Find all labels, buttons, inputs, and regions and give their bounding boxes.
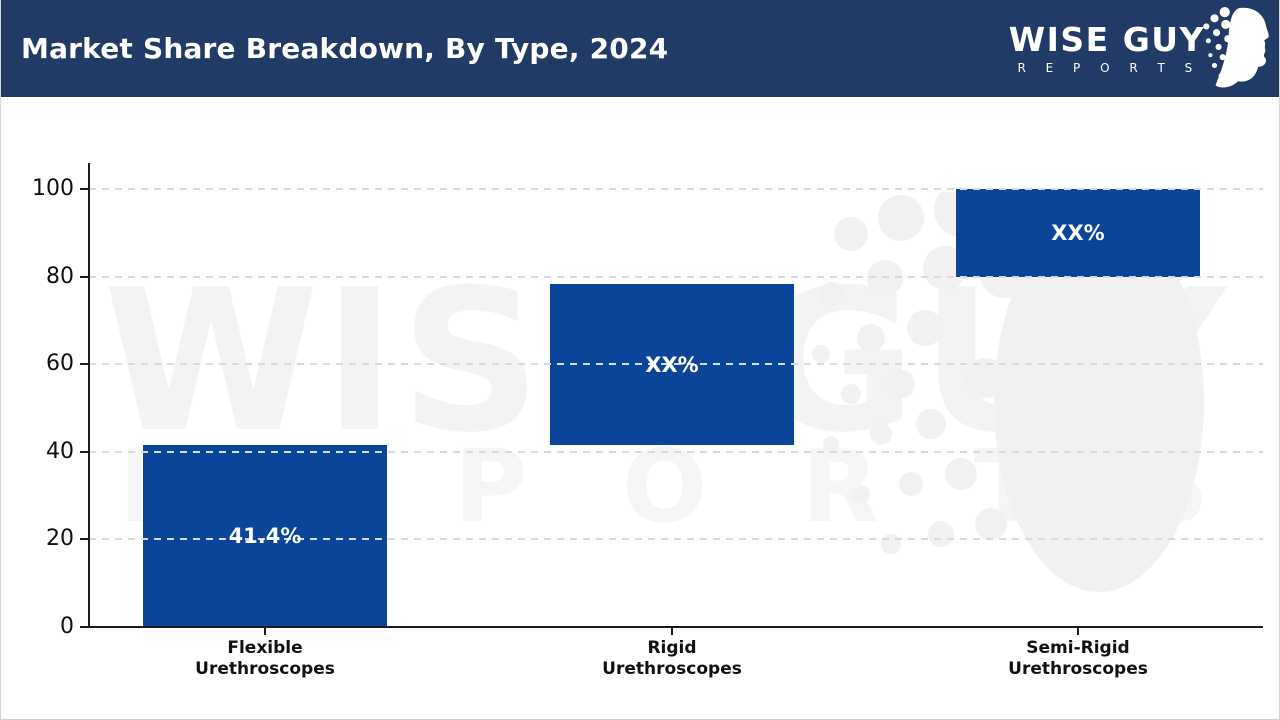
header: Market Share Breakdown, By Type, 2024 WI…	[1, 0, 1279, 97]
gridline-80	[89, 275, 1263, 278]
category-label-line: Urethroscopes	[1008, 658, 1148, 679]
y-axis-tick-80	[80, 275, 89, 278]
gridline-40	[89, 450, 1263, 453]
y-axis-tick-40	[80, 450, 89, 453]
brand-subtitle: R E P O R T S	[1017, 60, 1201, 75]
x-axis-category-label-0: Flexible Urethroscopes	[95, 638, 435, 680]
bar-value-label-1: XX%	[645, 352, 699, 377]
category-label-line: Urethroscopes	[195, 658, 335, 679]
x-axis-tick-0	[264, 628, 266, 635]
brand-logo: WISE GUY R E P O R T S	[1009, 6, 1273, 92]
bar-value-label-0: 41.4%	[228, 523, 302, 548]
gridline-60	[89, 363, 1263, 365]
category-label-line: Semi-Rigid	[1026, 637, 1130, 658]
category-label-line: Rigid	[647, 637, 697, 658]
gridline-20	[89, 538, 1263, 540]
x-axis-tick-2	[1077, 628, 1079, 635]
brand-head-icon	[1203, 6, 1269, 87]
x-axis-category-label-1: Rigid Urethroscopes	[502, 638, 842, 680]
y-axis-tick-label-40: 40	[46, 438, 74, 464]
brand-logo-text: WISE GUY R E P O R T S	[1009, 23, 1205, 75]
bar-value-label-2: XX%	[1051, 220, 1105, 245]
x-axis-category-label-2: Semi-Rigid Urethroscopes	[908, 638, 1248, 680]
bar-segment-2	[956, 189, 1200, 277]
y-axis-tick-20	[80, 538, 89, 540]
y-axis-tick-label-80: 80	[46, 263, 74, 289]
y-axis-tick-label-0: 0	[60, 613, 74, 639]
x-axis-line	[88, 626, 1263, 628]
chart-title: Market Share Breakdown, By Type, 2024	[21, 32, 669, 65]
y-axis-line	[88, 163, 90, 628]
x-axis-tick-1	[671, 628, 673, 635]
category-label-line: Urethroscopes	[602, 658, 742, 679]
y-axis-tick-60	[80, 363, 89, 365]
bar-segment-0	[143, 445, 387, 627]
y-axis-tick-100	[80, 188, 89, 190]
y-axis-tick-label-100: 100	[32, 176, 74, 201]
gridline-100	[89, 188, 1263, 190]
category-label-line: Flexible	[227, 637, 303, 658]
y-axis-tick-label-20: 20	[46, 526, 74, 551]
y-axis-tick-0	[80, 625, 89, 628]
y-axis-tick-label-60: 60	[46, 351, 74, 376]
brand-name: WISE GUY	[1008, 19, 1205, 59]
